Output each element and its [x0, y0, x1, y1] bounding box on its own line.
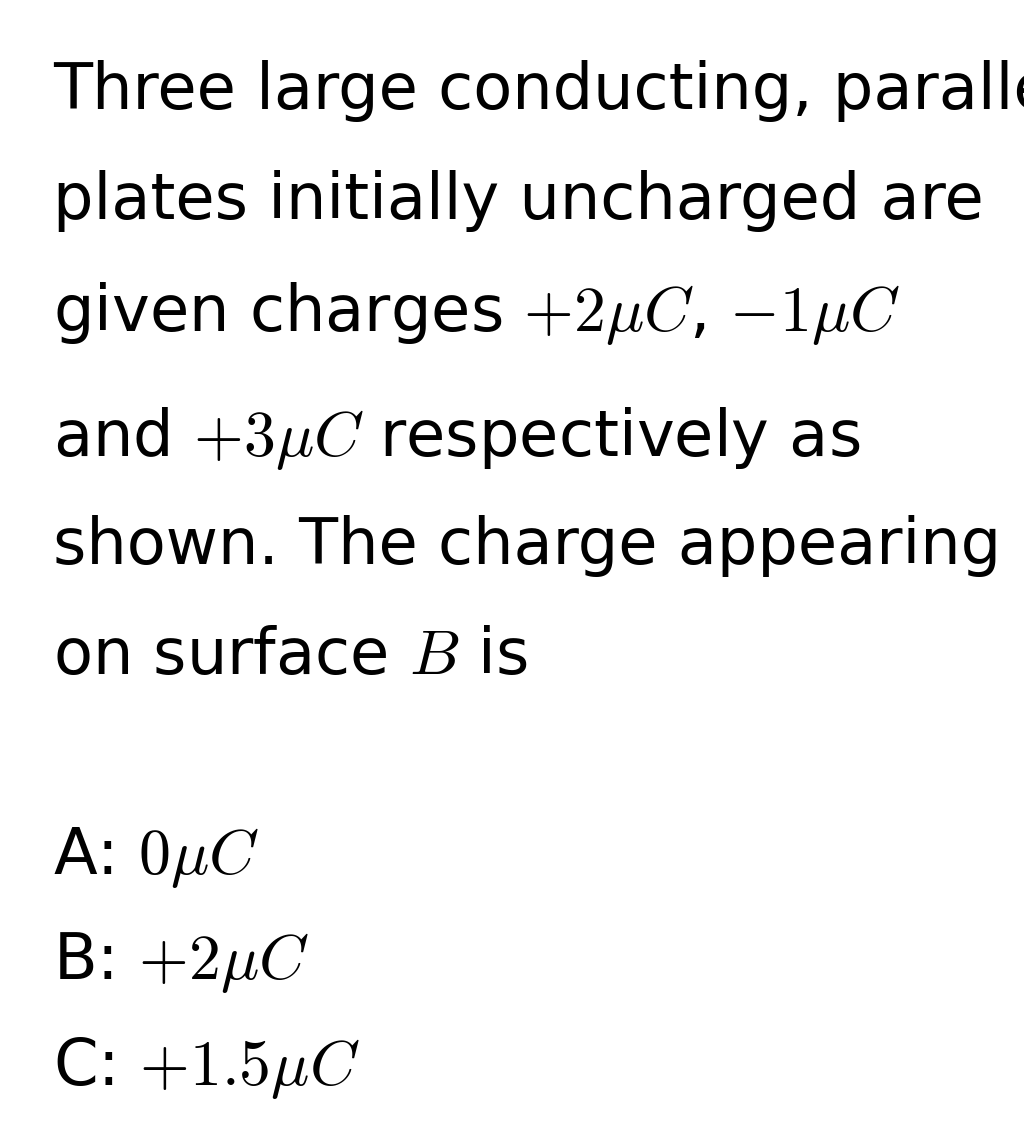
Text: Three large conducting, parallel: Three large conducting, parallel: [53, 60, 1024, 122]
Text: plates initially uncharged are: plates initially uncharged are: [53, 170, 984, 231]
Text: B: $+2\mu C$: B: $+2\mu C$: [53, 930, 309, 995]
Text: on surface $B$ is: on surface $B$ is: [53, 625, 528, 688]
Text: C: $+1.5\mu C$: C: $+1.5\mu C$: [53, 1035, 359, 1101]
Text: given charges $+2\mu C$, $-1\mu C$: given charges $+2\mu C$, $-1\mu C$: [53, 280, 901, 347]
Text: and $+3\mu C$ respectively as: and $+3\mu C$ respectively as: [53, 405, 860, 472]
Text: shown. The charge appearing: shown. The charge appearing: [53, 515, 1001, 577]
Text: A: $0\mu C$: A: $0\mu C$: [53, 825, 260, 890]
